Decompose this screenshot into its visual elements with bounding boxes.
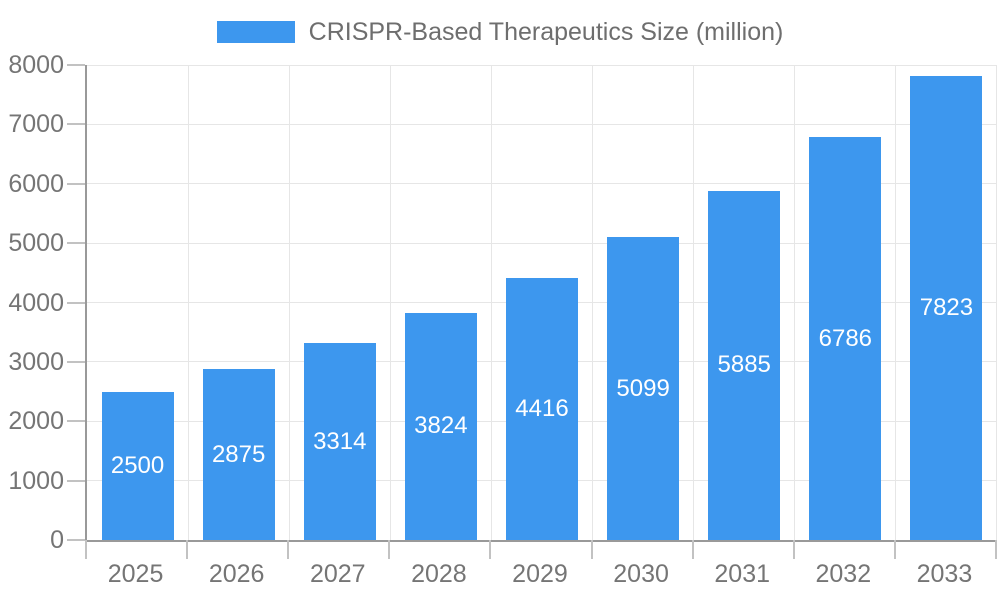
y-axis-tick xyxy=(67,360,85,363)
legend-swatch-icon xyxy=(216,21,295,43)
gridline-vertical xyxy=(592,65,594,540)
x-tick-label: 2028 xyxy=(411,560,467,588)
y-axis-tick xyxy=(67,64,85,66)
y-tick-label: 2000 xyxy=(8,407,64,436)
bar-value-label: 2500 xyxy=(110,451,165,479)
bar-value-label: 3314 xyxy=(313,427,367,455)
y-tick-label: 7000 xyxy=(8,110,64,139)
x-axis-tick xyxy=(995,540,997,559)
gridline-vertical xyxy=(288,65,290,540)
x-tick-label: 2032 xyxy=(815,560,872,588)
bar-value-label: 4416 xyxy=(515,394,569,422)
bar[interactable]: 4416 xyxy=(506,277,578,540)
x-axis-tick xyxy=(893,540,896,559)
x-axis-tick xyxy=(489,540,492,559)
gridline-vertical xyxy=(995,65,997,540)
x-axis-tick xyxy=(590,540,593,559)
gridline-horizontal xyxy=(87,183,997,185)
bar-value-label: 7823 xyxy=(919,293,974,321)
bar[interactable]: 2500 xyxy=(101,391,174,540)
y-axis-tick xyxy=(67,242,85,245)
y-axis-tick xyxy=(67,182,85,185)
y-axis-tick xyxy=(67,123,85,126)
y-axis-tick xyxy=(67,479,85,482)
legend-label: CRISPR-Based Therapeutics Size (million) xyxy=(308,17,784,46)
x-axis-tick xyxy=(792,540,795,559)
y-axis-tick xyxy=(67,301,85,304)
gridline-vertical xyxy=(693,65,695,540)
x-axis-tick xyxy=(186,540,189,559)
y-axis: 0 1000 2000 3000 4000 5000 6000 7000 8000 xyxy=(0,51,64,554)
x-axis-tick xyxy=(85,540,87,559)
x-tick-label: 2026 xyxy=(208,560,265,588)
gridline-horizontal xyxy=(87,242,997,244)
x-tick-label: 2033 xyxy=(916,560,973,588)
bar[interactable]: 3824 xyxy=(404,312,477,540)
bar-value-label: 2875 xyxy=(211,440,266,468)
y-tick-label: 0 xyxy=(50,526,64,554)
gridline-vertical xyxy=(490,65,492,540)
y-tick-label: 1000 xyxy=(8,466,64,495)
y-axis-tick xyxy=(67,539,85,541)
x-tick-label: 2031 xyxy=(714,560,771,588)
x-axis: 2025 2026 2027 2028 2029 2030 2031 2032 2033 xyxy=(85,559,995,593)
x-tick-label: 2029 xyxy=(512,560,568,588)
gridline-vertical xyxy=(794,65,796,540)
x-axis-tick xyxy=(388,540,391,559)
gridline-vertical xyxy=(895,65,897,540)
bar[interactable]: 3314 xyxy=(303,343,376,540)
gridline-vertical xyxy=(187,65,189,540)
gridline-horizontal xyxy=(87,64,997,66)
legend-item[interactable]: CRISPR-Based Therapeutics Size (million) xyxy=(0,16,1000,48)
x-tick-label: 2025 xyxy=(107,560,164,588)
bar[interactable]: 5099 xyxy=(607,237,680,540)
y-tick-label: 8000 xyxy=(8,51,64,79)
y-tick-label: 6000 xyxy=(8,169,64,198)
y-tick-label: 5000 xyxy=(8,229,64,258)
bar-value-label: 5885 xyxy=(717,351,771,379)
x-tick-label: 2027 xyxy=(309,560,366,588)
x-tick-label: 2030 xyxy=(613,560,669,588)
gridline-vertical xyxy=(389,65,391,540)
y-tick-label: 4000 xyxy=(8,288,64,317)
bar[interactable]: 6786 xyxy=(809,137,882,540)
plot-area: 2500 2875 3314 3824 4416 5099 5885 6786 7823 xyxy=(67,64,997,559)
bar-value-label: 6786 xyxy=(818,324,873,352)
bar[interactable]: 7823 xyxy=(910,75,983,540)
bar-value-label: 3824 xyxy=(414,412,468,440)
y-tick-label: 3000 xyxy=(8,347,64,376)
y-axis-tick xyxy=(67,420,85,423)
x-axis-tick xyxy=(287,540,290,559)
x-axis-tick xyxy=(691,540,694,559)
bar[interactable]: 5885 xyxy=(708,190,781,540)
bar[interactable]: 2875 xyxy=(202,369,275,540)
gridline-horizontal xyxy=(87,123,997,125)
bar-value-label: 5099 xyxy=(616,374,670,402)
